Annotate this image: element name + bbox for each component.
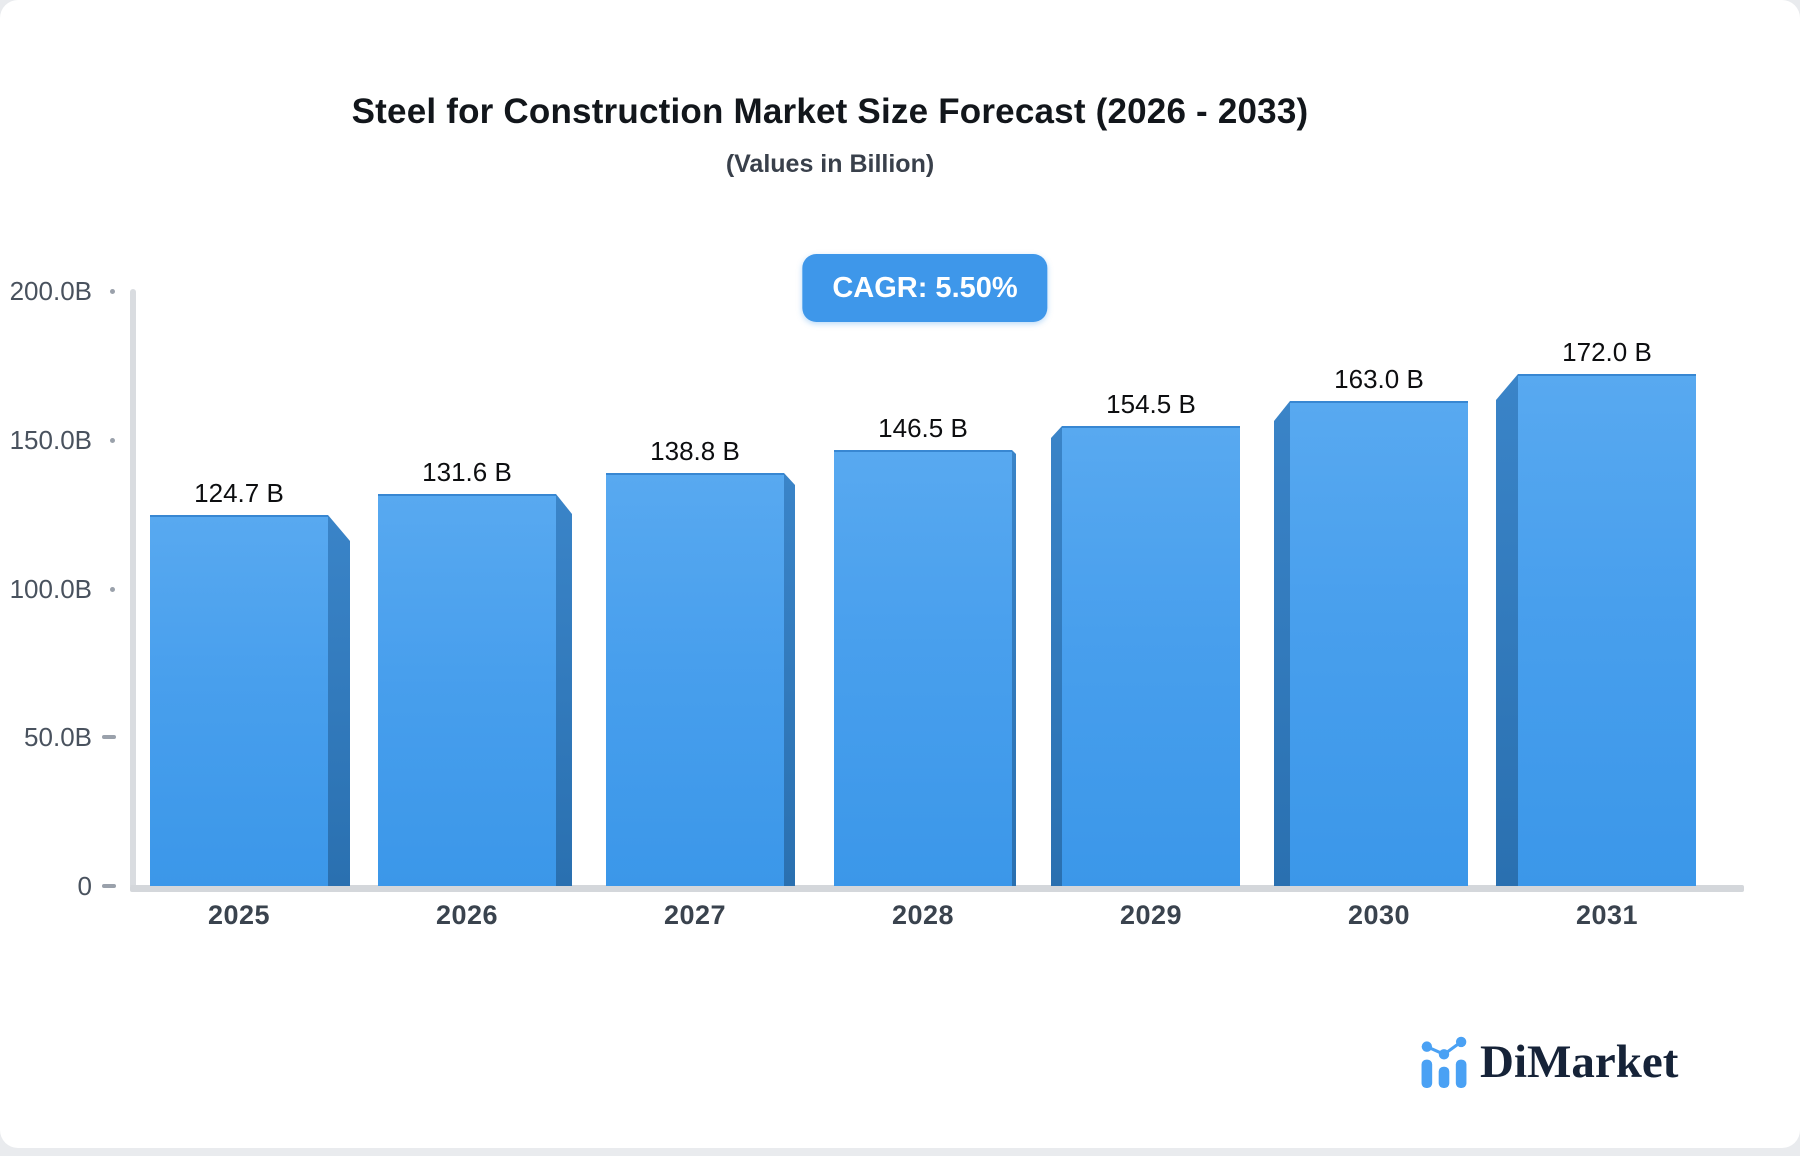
x-axis-label: 2028 — [891, 900, 955, 930]
cagr-badge: CAGR: 5.50% — [802, 254, 1048, 322]
bar-3d-side — [1496, 374, 1518, 886]
bar-2027 — [606, 473, 784, 886]
bar-value-label: 138.8 B — [650, 436, 740, 466]
x-axis-label: 2029 — [1119, 900, 1183, 930]
bar-3d-side — [328, 515, 350, 886]
chart-subtitle: (Values in Billion) — [725, 150, 935, 178]
y-tick-mark — [110, 289, 115, 294]
bar-value-label: 146.5 B — [878, 413, 968, 443]
bar-value-label: 131.6 B — [422, 457, 512, 487]
bar-value-label: 154.5 B — [1106, 389, 1196, 419]
chart-title: Steel for Construction Market Size Forec… — [351, 92, 1309, 131]
y-tick-mark — [102, 735, 116, 740]
bar-2029 — [1062, 426, 1240, 886]
x-axis-label: 2025 — [207, 900, 271, 930]
mini-bar-chart-icon — [1421, 1036, 1467, 1088]
y-tick-label: 0 — [77, 871, 92, 901]
bar-3d-side — [784, 473, 795, 886]
logo-wordmark: DiMarket — [1480, 1036, 1679, 1088]
bar-3d-side — [1051, 426, 1062, 886]
y-tick-label: 150.0B — [9, 424, 92, 455]
bar-2031 — [1518, 374, 1696, 886]
bar-2028 — [834, 450, 1012, 886]
bar-3d-side — [1012, 450, 1016, 886]
y-tick-label: 100.0B — [9, 573, 92, 604]
dimarket-logo: DiMarket — [1418, 1036, 1678, 1088]
y-tick-mark — [110, 437, 115, 443]
y-tick-mark — [110, 586, 115, 592]
x-axis-line — [130, 885, 1744, 892]
y-tick-mark — [102, 884, 116, 888]
x-axis-label: 2031 — [1575, 900, 1639, 930]
x-axis-label: 2026 — [435, 900, 499, 930]
bar-2030 — [1290, 401, 1468, 886]
y-axis-line — [130, 289, 136, 886]
bar-2026 — [378, 494, 556, 886]
bar-value-label: 124.7 B — [194, 478, 284, 508]
bar-2025 — [150, 515, 328, 886]
y-tick-label: 200.0B — [9, 276, 92, 306]
bar-3d-side — [1274, 401, 1290, 886]
bar-value-label: 172.0 B — [1562, 337, 1652, 367]
x-axis-label: 2027 — [663, 900, 727, 930]
bar-value-label: 163.0 B — [1334, 364, 1424, 394]
y-tick-label: 50.0B — [24, 722, 92, 753]
chart-header: Steel for Construction Market Size Forec… — [0, 92, 1660, 179]
x-axis-label: 2030 — [1347, 900, 1411, 930]
bar-3d-side — [556, 494, 572, 886]
